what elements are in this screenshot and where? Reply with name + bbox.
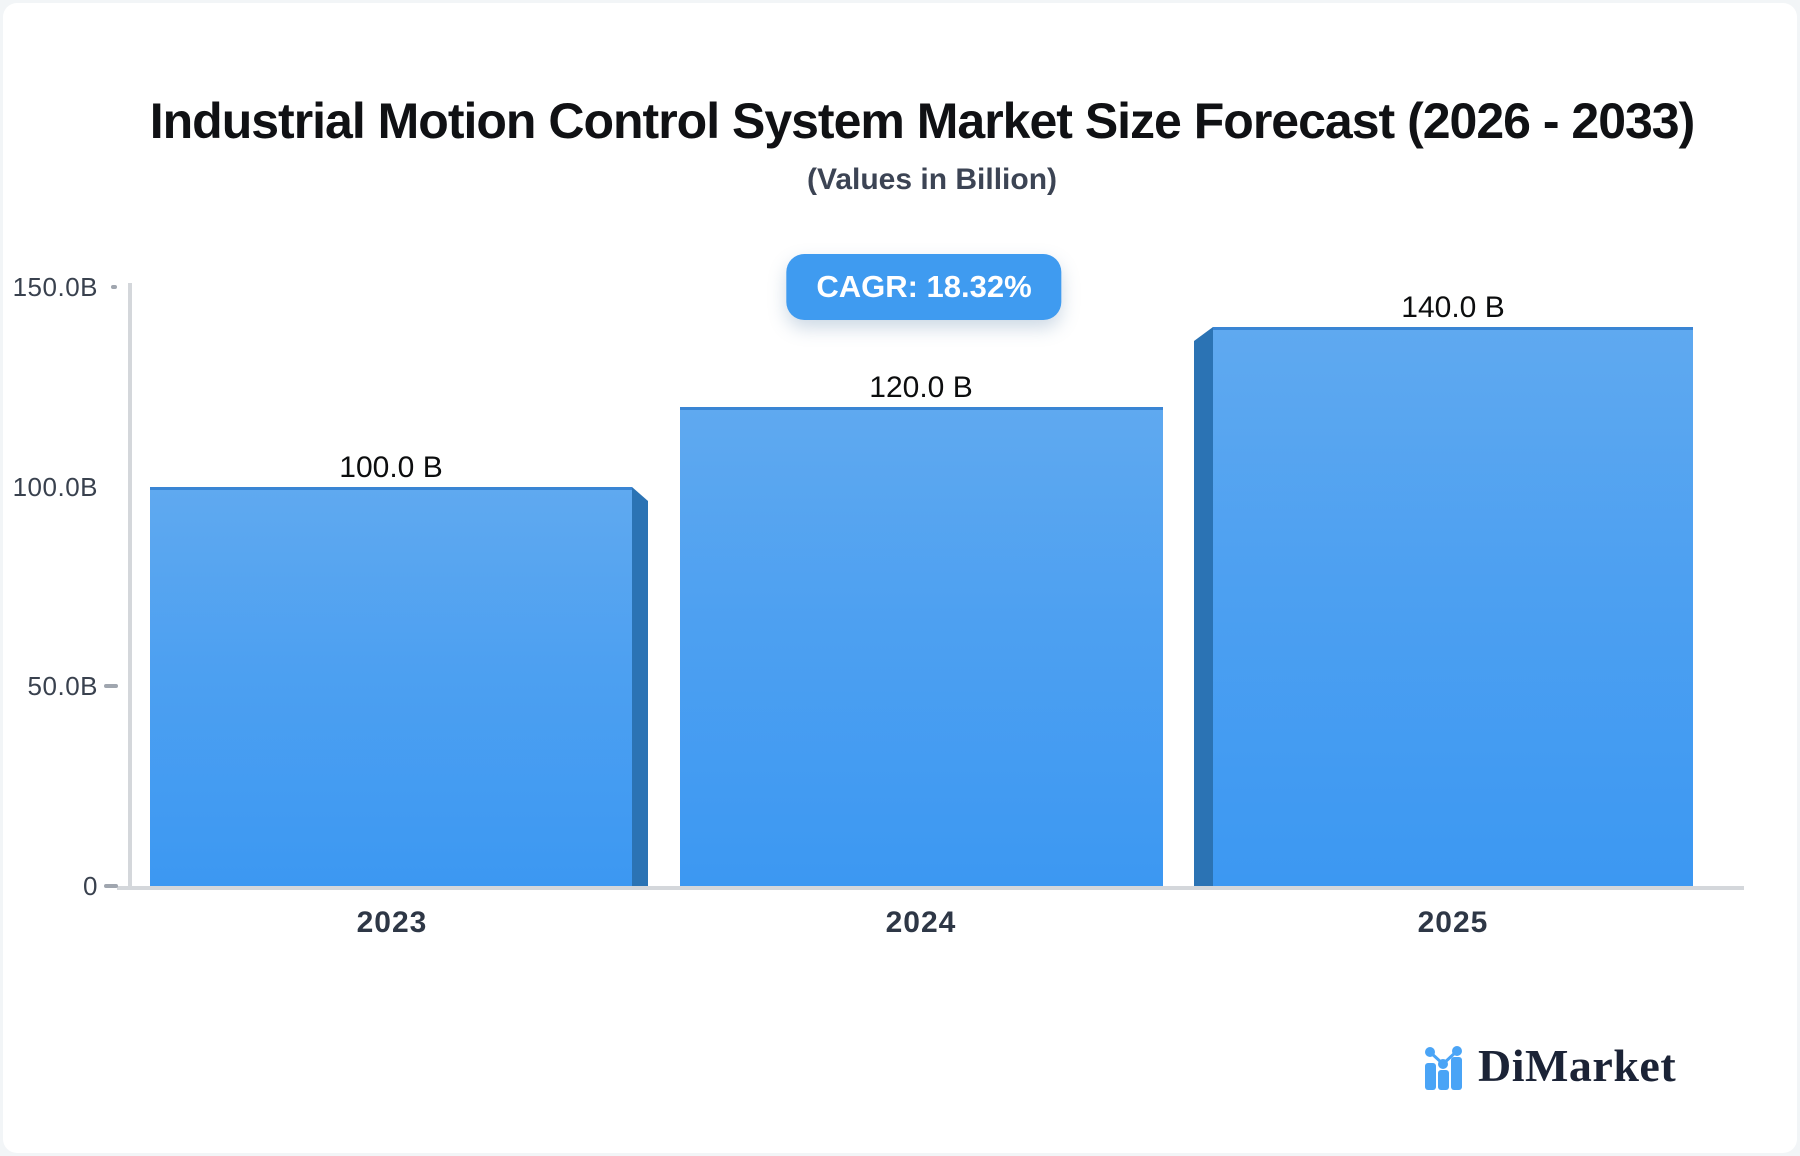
bar-2023-3d-side [632,487,648,886]
x-axis-label-2025: 2025 [1417,906,1489,939]
brand-logo: DiMarket [1424,1042,1676,1090]
y-tick-150 [111,285,117,289]
cagr-badge: CAGR: 18.32% [786,254,1062,320]
bar-2024 [680,407,1163,886]
brand-chart-icon [1425,1046,1462,1090]
bar-value-label: 100.0 B [339,451,443,484]
bar-value-label: 120.0 B [869,371,973,404]
chart-title: Industrial Motion Control System Market … [149,93,1696,149]
y-axis-label-150: 150.0B [12,272,98,302]
chart-subtitle: (Values in Billion) [806,163,1058,196]
bar-2025-3d-side [1194,327,1213,886]
x-axis-label-2024: 2024 [885,906,957,939]
y-tick-50 [104,684,118,688]
y-axis-label-50: 50.0B [27,671,98,701]
y-axis-label-100: 100.0B [12,472,98,502]
x-axis-label-2023: 2023 [356,906,428,939]
bar-2023 [150,487,632,886]
x-axis-line [117,886,1744,890]
bar-value-label: 140.0 B [1401,291,1505,324]
y-axis-label-0: 0 [83,871,98,901]
y-tick-0 [104,884,118,888]
bar-2025 [1213,327,1693,886]
brand-name: DiMarket [1478,1040,1677,1091]
y-axis-line [128,283,132,890]
